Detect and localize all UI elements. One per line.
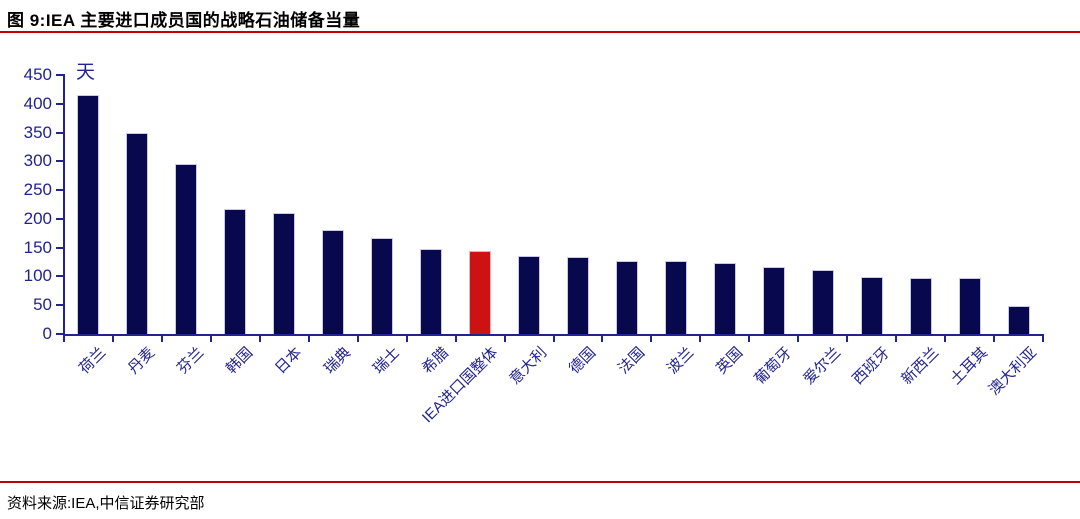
y-tick-mark — [56, 189, 64, 192]
bar-瑞典 — [322, 229, 345, 334]
x-category-label: 新西兰 — [897, 344, 942, 388]
y-tick-label: 150 — [23, 237, 52, 257]
x-tick-mark — [454, 336, 457, 342]
y-axis-unit-label: 天 — [76, 62, 96, 83]
y-tick-mark — [56, 102, 64, 105]
x-category-label: 日本 — [272, 344, 306, 378]
x-tick-mark — [160, 336, 163, 342]
x-category-label: 德国 — [565, 344, 600, 378]
x-tick-mark — [895, 336, 898, 342]
y-tick-mark — [56, 217, 64, 220]
y-tick-label: 200 — [23, 208, 52, 228]
bar-波兰 — [664, 261, 687, 334]
x-category-label: 荷兰 — [76, 344, 110, 378]
x-tick-mark — [699, 336, 702, 342]
y-axis-line — [63, 74, 65, 336]
y-tick-label: 50 — [33, 295, 52, 315]
x-tick-mark — [307, 336, 310, 342]
x-tick-mark — [797, 336, 800, 342]
x-category-label: 法国 — [614, 344, 649, 378]
x-category-label: 意大利 — [506, 344, 551, 388]
bar-芬兰 — [175, 163, 198, 334]
y-tick-label: 0 — [42, 324, 52, 343]
y-tick-mark — [56, 275, 64, 278]
x-category-label: 西班牙 — [848, 344, 893, 388]
y-tick-mark — [56, 160, 64, 163]
x-category-label: 澳大利亚 — [985, 344, 1040, 399]
x-category-label: 瑞典 — [321, 344, 355, 378]
bar-韩国 — [224, 208, 247, 334]
y-tick-label: 250 — [23, 180, 52, 200]
figure-title: 图 9:IEA 主要进口成员国的战略石油储备当量 — [7, 11, 361, 30]
x-tick-mark — [650, 336, 653, 342]
x-category-label: 芬兰 — [174, 344, 208, 378]
x-tick-mark — [846, 336, 849, 342]
x-category-label: 丹麦 — [125, 344, 159, 378]
bar-丹麦 — [126, 132, 149, 334]
y-tick-label: 300 — [23, 151, 52, 171]
y-tick-mark — [56, 304, 64, 307]
x-axis-line — [63, 334, 1044, 336]
x-tick-mark — [63, 336, 65, 342]
x-tick-mark — [111, 336, 114, 342]
bar-意大利 — [518, 255, 541, 334]
y-tick-mark — [56, 333, 64, 335]
x-category-label: 英国 — [712, 344, 746, 378]
y-tick-mark — [56, 246, 64, 249]
y-tick-label: 100 — [23, 266, 52, 286]
x-tick-mark — [503, 336, 506, 342]
x-tick-mark — [209, 336, 212, 342]
bottom-divider-line — [0, 481, 1080, 483]
source-note: 资料来源:IEA,中信证券研究部 — [7, 495, 205, 512]
x-category-label: 爱尔兰 — [800, 344, 844, 388]
bar-爱尔兰 — [811, 270, 834, 334]
x-tick-mark — [258, 336, 261, 342]
top-divider-line — [0, 31, 1080, 33]
y-tick-label: 350 — [23, 122, 52, 142]
bar-新西兰 — [909, 278, 932, 334]
bar-希腊 — [420, 248, 443, 334]
x-tick-mark — [1042, 336, 1044, 342]
bar-IEA进口国整体 — [469, 251, 492, 334]
x-category-label: 葡萄牙 — [751, 344, 795, 388]
bar-荷兰 — [77, 94, 100, 334]
bar-瑞士 — [371, 238, 394, 334]
x-category-label: 波兰 — [663, 344, 698, 378]
bar-土耳其 — [958, 278, 981, 334]
x-tick-mark — [405, 336, 408, 342]
bar-法国 — [615, 260, 638, 334]
x-category-label: 瑞士 — [370, 344, 404, 378]
x-category-label: 韩国 — [223, 344, 257, 378]
bar-澳大利亚 — [1007, 305, 1030, 334]
bar-日本 — [273, 213, 296, 334]
y-tick-label: 400 — [23, 93, 52, 113]
x-tick-mark — [993, 336, 996, 342]
y-tick-label: 450 — [23, 65, 52, 84]
x-tick-mark — [552, 336, 555, 342]
x-tick-mark — [356, 336, 359, 342]
x-tick-mark — [601, 336, 604, 342]
bar-西班牙 — [860, 277, 883, 334]
bar-德国 — [566, 256, 589, 334]
x-category-label: 希腊 — [419, 344, 453, 378]
bar-英国 — [713, 262, 736, 334]
x-tick-mark — [748, 336, 751, 342]
bar-葡萄牙 — [762, 267, 785, 334]
y-tick-mark — [56, 131, 64, 134]
y-tick-mark — [56, 74, 64, 76]
x-tick-mark — [944, 336, 947, 342]
